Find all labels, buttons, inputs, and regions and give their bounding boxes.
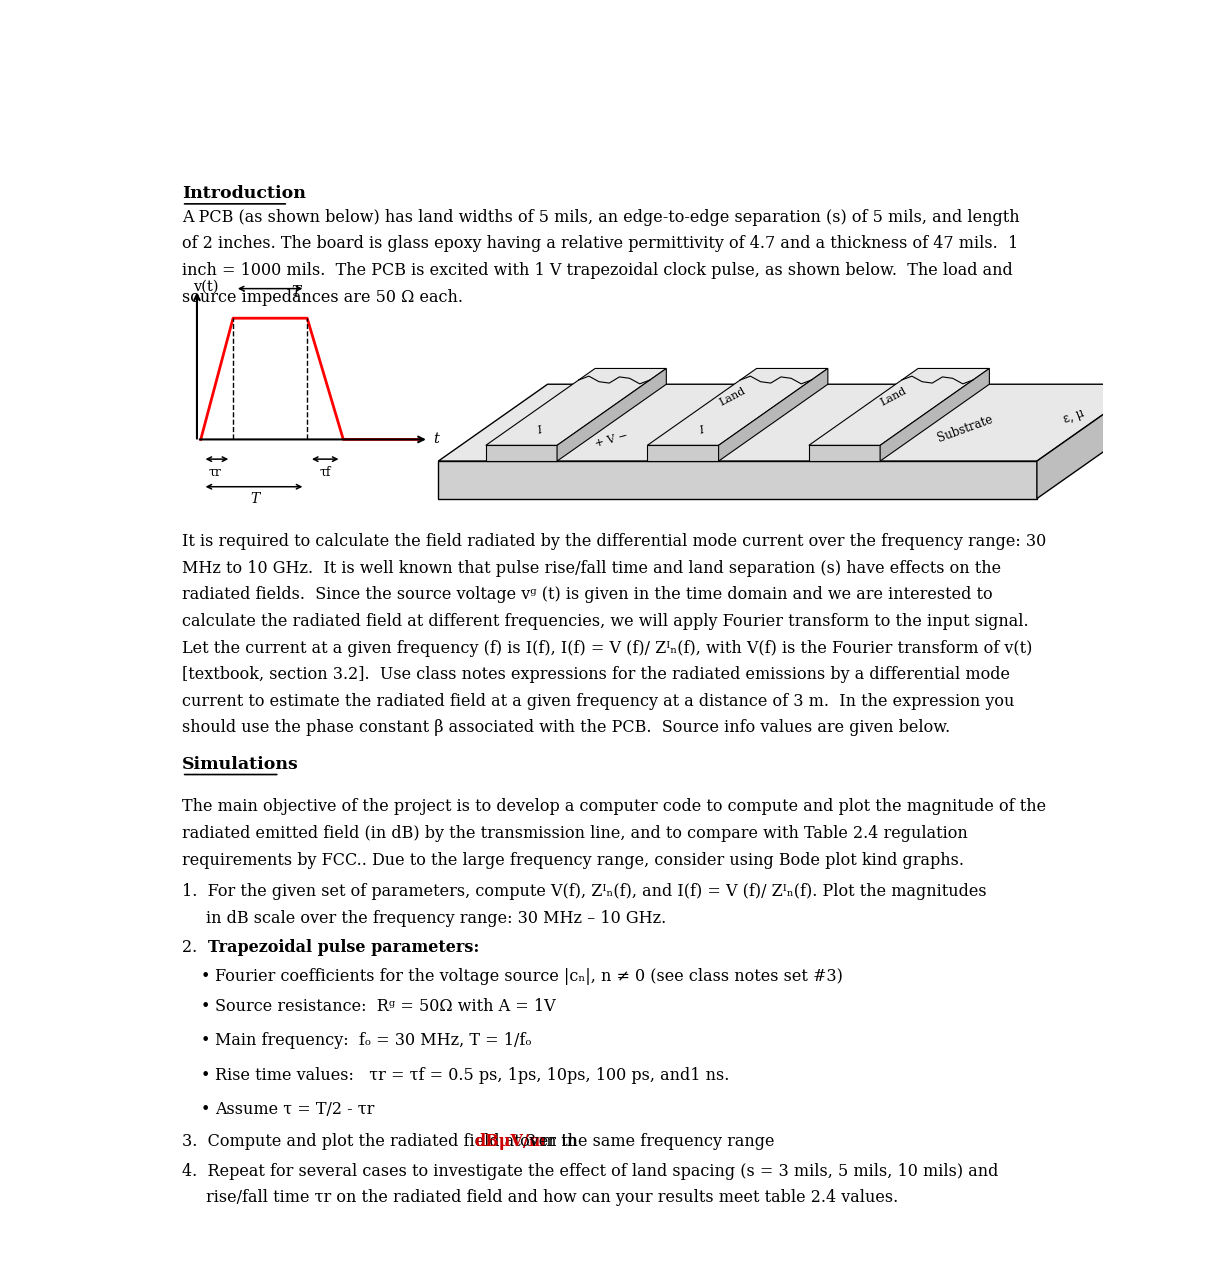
Text: Rise time values:   τr = τf = 0.5 ps, 1ps, 10ps, 100 ps, and1 ns.: Rise time values: τr = τf = 0.5 ps, 1ps,…: [215, 1066, 729, 1084]
Text: Land: Land: [717, 387, 747, 408]
Text: ε, μ: ε, μ: [1062, 407, 1086, 426]
Text: •: •: [201, 1101, 210, 1119]
Text: [textbook, section 3.2].  Use class notes expressions for the radiated emissions: [textbook, section 3.2]. Use class notes…: [181, 666, 1010, 684]
Text: T: T: [291, 284, 300, 298]
Text: Trapezoidal pulse parameters:: Trapezoidal pulse parameters:: [208, 940, 479, 956]
Text: requirements by FCC.. Due to the large frequency range, consider using Bode plot: requirements by FCC.. Due to the large f…: [181, 851, 964, 869]
Text: The main objective of the project is to develop a computer code to compute and p: The main objective of the project is to …: [181, 799, 1046, 815]
Text: Let the current at a given frequency (f) is I(f), I(f) = V (f)/ Zᴵₙ(f), with V(f: Let the current at a given frequency (f)…: [181, 640, 1032, 657]
Polygon shape: [647, 445, 718, 461]
Text: source impedances are 50 Ω each.: source impedances are 50 Ω each.: [181, 288, 462, 306]
Text: •: •: [201, 1066, 210, 1084]
Polygon shape: [439, 461, 1037, 498]
Text: τr: τr: [208, 466, 222, 479]
Text: rise/fall time τr on the radiated field and how can your results meet table 2.4 : rise/fall time τr on the radiated field …: [206, 1189, 897, 1206]
Text: inch = 1000 mils.  The PCB is excited with 1 V trapezoidal clock pulse, as shown: inch = 1000 mils. The PCB is excited wit…: [181, 262, 1013, 279]
Polygon shape: [1037, 384, 1146, 498]
Text: 3.  Compute and plot the radiated field at 3 m in: 3. Compute and plot the radiated field a…: [181, 1133, 582, 1151]
Text: v(t): v(t): [194, 279, 218, 293]
Text: should use the phase constant β associated with the PCB.  Source info values are: should use the phase constant β associat…: [181, 719, 950, 736]
Text: •: •: [201, 968, 210, 986]
Text: Fourier coefficients for the voltage source |cₙ|, n ≠ 0 (see class notes set #3): Fourier coefficients for the voltage sou…: [215, 968, 843, 986]
Text: 1.  For the given set of parameters, compute V(f), Zᴵₙ(f), and I(f) = V (f)/ Zᴵₙ: 1. For the given set of parameters, comp…: [181, 883, 987, 900]
Text: Assume τ = T/2 - τr: Assume τ = T/2 - τr: [215, 1101, 374, 1119]
Polygon shape: [485, 445, 557, 461]
Polygon shape: [880, 369, 989, 461]
Text: Source resistance:  Rᵍ = 50Ω with A = 1V: Source resistance: Rᵍ = 50Ω with A = 1V: [215, 997, 555, 1015]
Text: current to estimate the radiated field at a given frequency at a distance of 3 m: current to estimate the radiated field a…: [181, 692, 1014, 709]
Text: MHz to 10 GHz.  It is well known that pulse rise/fall time and land separation (: MHz to 10 GHz. It is well known that pul…: [181, 559, 1000, 577]
Text: Land: Land: [879, 387, 908, 408]
Text: t: t: [434, 433, 439, 447]
Text: Introduction: Introduction: [181, 186, 305, 202]
Polygon shape: [647, 369, 828, 445]
Text: over the same frequency range: over the same frequency range: [515, 1133, 775, 1151]
Text: radiated fields.  Since the source voltage vᵍ (t) is given in the time domain an: radiated fields. Since the source voltag…: [181, 586, 992, 603]
Text: I: I: [698, 425, 705, 435]
Text: Main frequency:  fₒ = 30 MHz, T = 1/fₒ: Main frequency: fₒ = 30 MHz, T = 1/fₒ: [215, 1032, 532, 1050]
Text: τf: τf: [320, 466, 331, 479]
Text: A PCB (as shown below) has land widths of 5 mils, an edge-to-edge separation (s): A PCB (as shown below) has land widths o…: [181, 209, 1019, 225]
Text: 4.  Repeat for several cases to investigate the effect of land spacing (s = 3 mi: 4. Repeat for several cases to investiga…: [181, 1162, 998, 1180]
Text: calculate the radiated field at different frequencies, we will apply Fourier tra: calculate the radiated field at differen…: [181, 613, 1029, 630]
Text: T: T: [250, 492, 260, 506]
Text: radiated emitted field (in dB) by the transmission line, and to compare with Tab: radiated emitted field (in dB) by the tr…: [181, 826, 967, 842]
Polygon shape: [557, 369, 667, 461]
Polygon shape: [809, 445, 880, 461]
Text: Substrate: Substrate: [935, 412, 994, 445]
Polygon shape: [485, 369, 667, 445]
Text: + V −: + V −: [593, 430, 629, 449]
Text: of 2 inches. The board is glass epoxy having a relative permittivity of 4.7 and : of 2 inches. The board is glass epoxy ha…: [181, 236, 1018, 252]
Polygon shape: [809, 369, 989, 445]
Text: 2.: 2.: [181, 940, 207, 956]
Text: It is required to calculate the field radiated by the differential mode current : It is required to calculate the field ra…: [181, 532, 1046, 550]
Polygon shape: [718, 369, 828, 461]
Text: •: •: [201, 1032, 210, 1050]
Text: •: •: [201, 997, 210, 1015]
Text: dBμV/m: dBμV/m: [474, 1133, 546, 1151]
Text: in dB scale over the frequency range: 30 MHz – 10 GHz.: in dB scale over the frequency range: 30…: [206, 910, 666, 927]
Text: Simulations: Simulations: [181, 755, 298, 773]
Polygon shape: [439, 384, 1146, 461]
Text: I: I: [537, 425, 543, 435]
